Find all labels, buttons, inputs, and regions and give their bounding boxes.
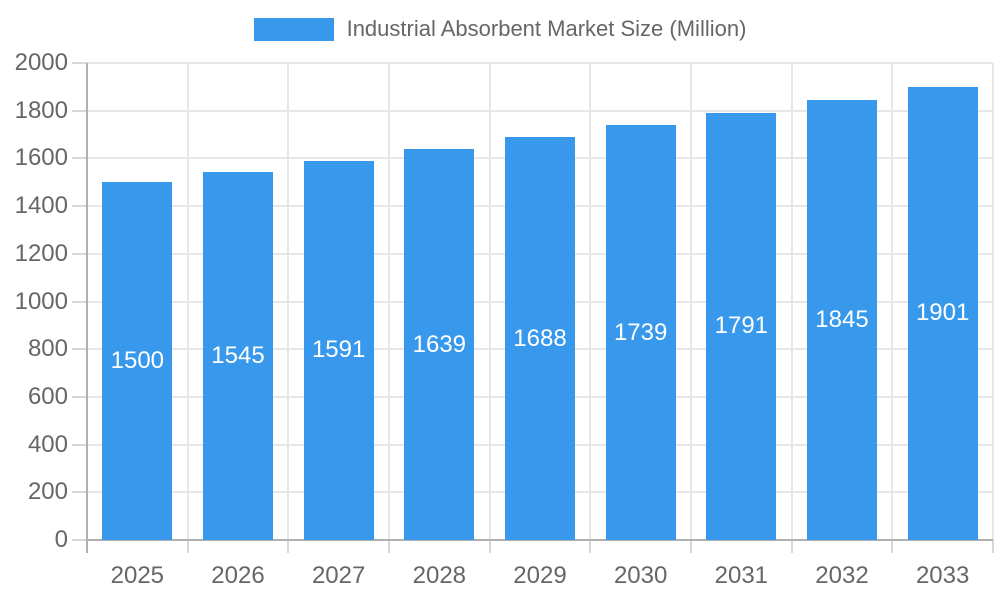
bar-value-label: 1739 [613,318,668,346]
legend-label: Industrial Absorbent Market Size (Millio… [346,16,747,41]
gridline-vertical [287,63,290,540]
x-axis-label: 2033 [915,562,970,589]
x-axis-label: 2030 [613,562,668,589]
y-axis-label: 1600 [14,144,68,172]
bar-value-label: 1901 [915,299,970,327]
y-axis-label: 2000 [14,49,68,76]
y-axis-tick [72,300,87,303]
bar-2029[interactable]: 1688 [505,137,575,540]
bar-2031[interactable]: 1791 [706,112,777,540]
bar-2028[interactable]: 1639 [404,149,475,540]
gridline-vertical [186,63,189,540]
y-axis-tick [72,109,87,112]
bar-value-label: 1591 [311,336,366,364]
y-axis-label: 1400 [14,192,68,220]
y-axis-label: 1000 [14,287,68,315]
y-axis-label: 1800 [14,96,68,124]
bar-2030[interactable]: 1739 [605,125,676,540]
x-axis-label: 2027 [311,562,366,589]
x-axis-label: 2031 [714,562,769,589]
x-axis-tick [690,540,692,553]
y-axis-tick [72,252,87,255]
bar-value-label: 1500 [110,347,165,375]
bar-2032[interactable]: 1845 [807,99,877,540]
x-axis-label: 2029 [513,562,567,589]
gridline-vertical [589,63,592,540]
y-axis-label: 600 [27,382,68,410]
x-axis-label: 2032 [815,562,869,589]
y-axis-label: 400 [27,430,68,458]
gridline-vertical [891,63,894,540]
gridline-horizontal [87,62,993,64]
y-axis-line [86,63,88,553]
gridline-vertical [488,63,491,540]
x-axis-tick [992,540,994,553]
x-axis-line [87,539,993,541]
bar-2027[interactable]: 1591 [303,160,374,540]
x-axis-label: 2028 [412,562,467,589]
x-axis-tick [186,540,189,553]
x-axis-tick [488,540,491,553]
gridline-vertical [690,63,692,540]
y-axis-tick [72,157,87,160]
x-axis-tick [589,540,592,553]
x-axis-label: 2025 [110,562,165,589]
y-axis-tick [72,62,87,64]
y-axis-label: 0 [54,526,68,553]
y-axis-tick [72,443,87,446]
bar-2025[interactable]: 1500 [102,182,173,540]
bar-2033[interactable]: 1901 [907,86,978,540]
y-axis-tick [72,539,87,541]
bar-value-label: 1791 [714,312,769,340]
x-axis-tick [388,540,390,553]
y-axis-label: 1200 [14,239,68,267]
bar-value-label: 1845 [815,305,869,333]
gridline-vertical [790,63,793,540]
legend-swatch[interactable] [253,17,334,41]
x-axis-tick [287,540,290,553]
gridline-vertical [388,63,390,540]
legend[interactable]: Industrial Absorbent Market Size (Millio… [0,16,1000,42]
y-axis-label: 800 [27,335,68,363]
bar-value-label: 1545 [211,341,265,369]
y-axis-label: 200 [27,478,68,506]
x-axis-tick [891,540,894,553]
y-axis-tick [72,205,87,208]
gridline-horizontal [87,109,993,112]
y-axis-tick [72,491,87,494]
y-axis-tick [72,395,87,398]
x-axis-tick [790,540,793,553]
x-axis-label: 2026 [211,562,265,589]
bar-2026[interactable]: 1545 [203,171,273,540]
gridline-vertical [992,63,994,540]
y-axis-tick [72,348,87,351]
bar-value-label: 1688 [513,324,567,352]
bar-value-label: 1639 [412,330,467,358]
